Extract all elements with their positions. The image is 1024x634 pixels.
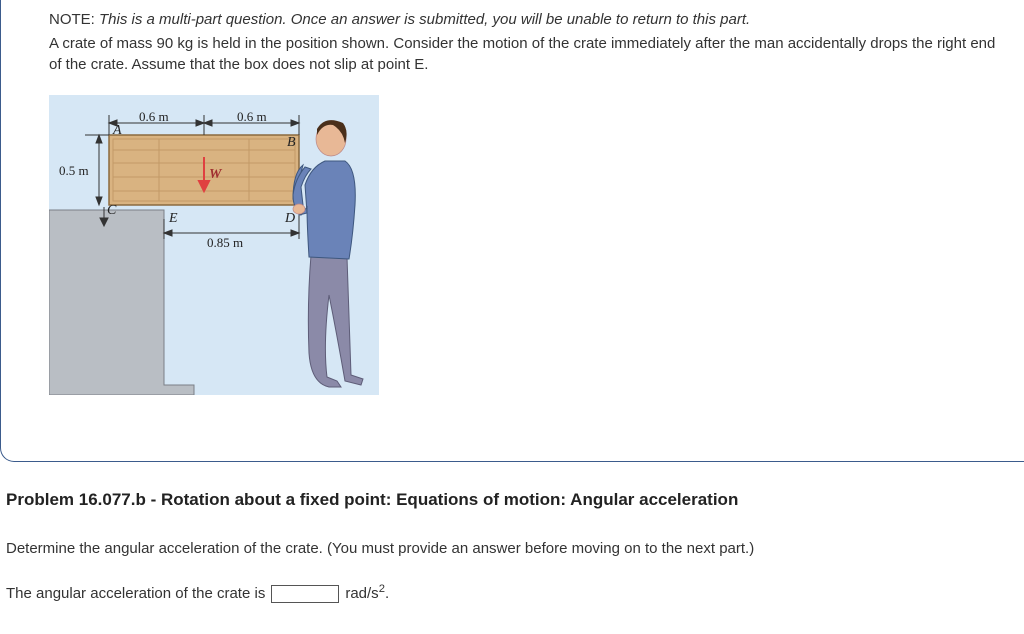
label-C: C bbox=[107, 203, 116, 219]
note-label: NOTE: bbox=[49, 11, 95, 28]
answer-prefix: The angular acceleration of the crate is bbox=[6, 585, 265, 602]
label-E: E bbox=[169, 211, 178, 227]
answer-line: The angular acceleration of the crate is… bbox=[0, 583, 1024, 603]
label-B: B bbox=[287, 135, 296, 151]
man-figure bbox=[293, 120, 363, 387]
dim-bottom: 0.85 m bbox=[207, 235, 243, 251]
top-dim-lines bbox=[109, 115, 299, 135]
note-line: NOTE: This is a multi-part question. Onc… bbox=[49, 10, 1004, 30]
figure: 0.6 m 0.6 m 0.5 m 0.85 m A B C D E W bbox=[49, 95, 379, 395]
note-italic: This is a multi-part question. Once an a… bbox=[99, 11, 750, 28]
dim-top-right: 0.6 m bbox=[237, 109, 267, 125]
label-D: D bbox=[285, 211, 295, 227]
problem-statement: A crate of mass 90 kg is held in the pos… bbox=[49, 34, 1004, 75]
answer-units: rad/s2. bbox=[345, 583, 389, 602]
angular-acceleration-input[interactable] bbox=[271, 585, 339, 603]
label-W: W bbox=[209, 167, 221, 183]
dim-left: 0.5 m bbox=[59, 163, 89, 179]
platform-shape bbox=[49, 210, 194, 395]
label-A: A bbox=[113, 123, 122, 139]
units-pre: rad/s bbox=[345, 585, 378, 602]
units-post: . bbox=[385, 585, 389, 602]
section-title: Problem 16.077.b - Rotation about a fixe… bbox=[0, 490, 1024, 510]
instruction-text: Determine the angular acceleration of th… bbox=[0, 540, 1024, 557]
problem-container: NOTE: This is a multi-part question. Onc… bbox=[0, 0, 1024, 462]
dim-top-left: 0.6 m bbox=[139, 109, 169, 125]
